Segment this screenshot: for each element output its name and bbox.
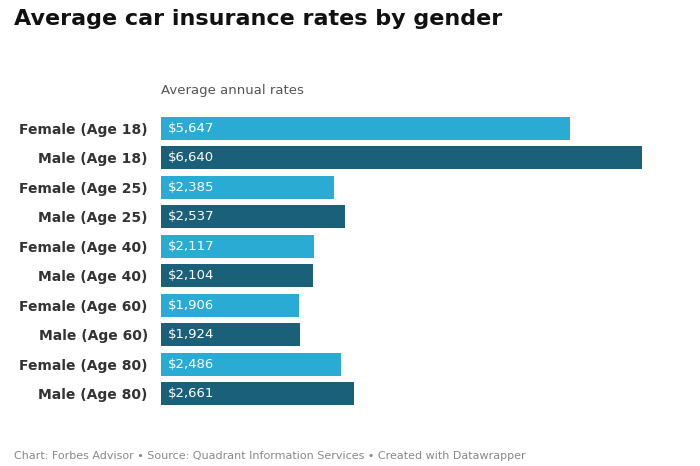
Text: Chart: Forbes Advisor • Source: Quadrant Information Services • Created with Dat: Chart: Forbes Advisor • Source: Quadrant… [14,452,526,461]
Text: $1,906: $1,906 [167,299,214,312]
Text: $1,924: $1,924 [167,328,214,341]
Text: $2,486: $2,486 [167,357,214,370]
Text: $6,640: $6,640 [167,151,214,164]
Bar [161,353,341,376]
Text: $2,537: $2,537 [167,210,214,223]
Bar [161,264,314,287]
Bar [161,323,300,346]
Bar [161,206,345,228]
Bar [161,382,354,405]
Text: Average annual rates: Average annual rates [161,84,304,97]
Text: $2,104: $2,104 [167,269,214,282]
Bar [161,294,299,316]
Text: $2,661: $2,661 [167,387,214,400]
Text: $5,647: $5,647 [167,122,214,135]
Text: $2,385: $2,385 [167,181,214,194]
Bar [161,117,570,140]
Text: Average car insurance rates by gender: Average car insurance rates by gender [14,9,503,29]
Text: $2,117: $2,117 [167,240,214,253]
Bar [161,146,642,169]
Bar [161,176,334,199]
Bar [161,235,314,258]
